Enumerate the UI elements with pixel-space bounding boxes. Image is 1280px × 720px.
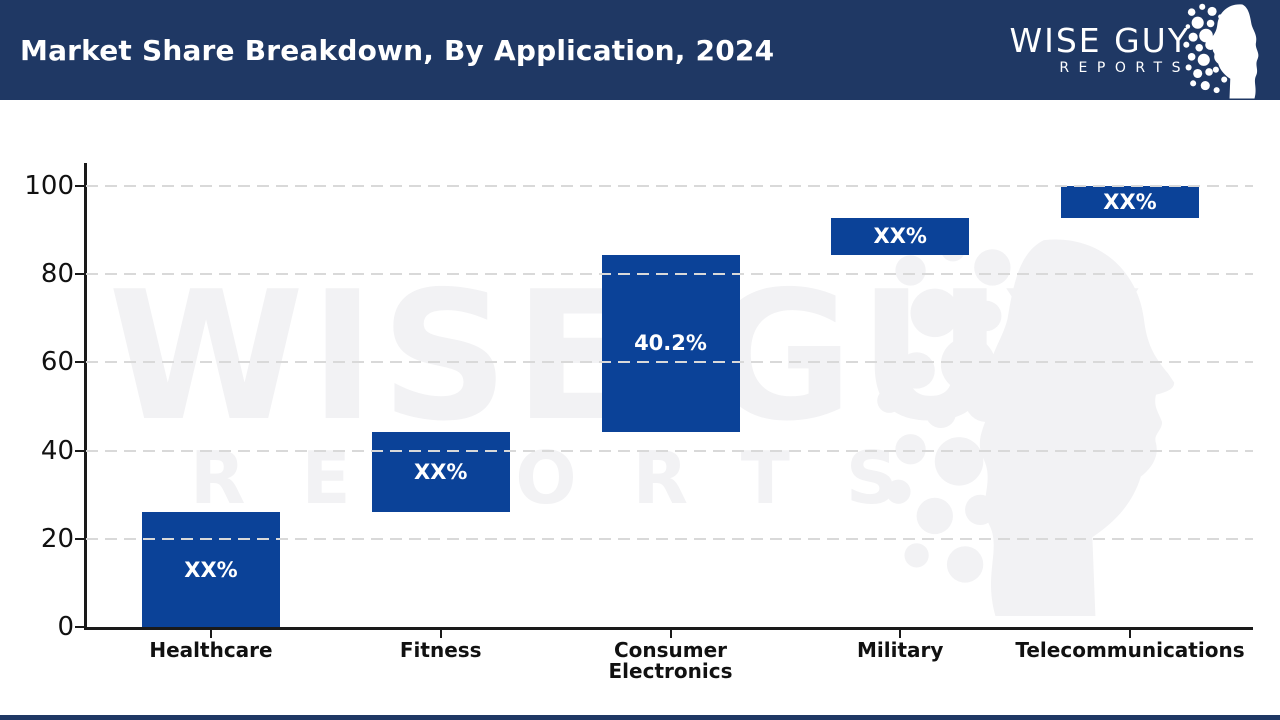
gridline-60 [86, 361, 1253, 364]
bar-value-label-military: XX% [873, 224, 927, 249]
bar-fitness: XX% [371, 432, 510, 513]
category-label-line: Consumer [613, 638, 728, 662]
y-tick-20 [75, 537, 84, 540]
x-axis-line [84, 627, 1253, 630]
y-tick-40 [75, 449, 84, 452]
watermark-reports: REPORTS [190, 436, 954, 520]
bar-telecommunications: XX% [1061, 186, 1199, 219]
category-label-consumer-electronics: Consumer Electronics [551, 640, 791, 682]
gridline-80 [86, 273, 1253, 276]
category-label-telecommunications: Telecommunications [1010, 640, 1250, 661]
bar-value-label-telecommunications: XX% [1103, 190, 1157, 215]
x-tick-military [899, 630, 902, 638]
y-tick-label-60: 60 [40, 347, 74, 378]
category-label-military: Military [780, 640, 1020, 661]
logo-subtitle: REPORTS [1059, 59, 1190, 76]
x-tick-healthcare [210, 630, 212, 638]
wiseguy-logo: WISE GUY REPORTS [1009, 0, 1280, 100]
watermark-face-icon [877, 237, 1175, 616]
header: Market Share Breakdown, By Application, … [0, 0, 1280, 100]
page-title: Market Share Breakdown, By Application, … [20, 33, 775, 67]
category-label-line: Healthcare [149, 638, 273, 662]
bar-consumer-electronics: 40.2% [601, 254, 740, 433]
y-tick-label-80: 80 [40, 259, 74, 290]
gridline-100 [86, 185, 1253, 187]
y-tick-60 [75, 361, 84, 364]
bar-military: XX% [831, 218, 970, 255]
x-tick-fitness [439, 630, 442, 638]
category-label-line: Telecommunications [1015, 638, 1245, 662]
gridline-20 [86, 537, 1253, 540]
y-tick-0 [75, 626, 84, 628]
category-label-healthcare: Healthcare [91, 640, 331, 661]
logo-text: WISE GUY REPORTS [1009, 20, 1190, 77]
y-tick-label-40: 40 [40, 435, 74, 466]
category-label-line: Fitness [399, 638, 482, 662]
category-label-line: Military [857, 638, 944, 662]
gridline-40 [86, 449, 1253, 452]
footer-bar [0, 715, 1280, 720]
y-tick-100 [75, 185, 84, 187]
bar-value-label-healthcare: XX% [184, 557, 238, 582]
x-tick-consumer-electronics [669, 630, 672, 638]
chart-area: WISE GUY REPORTS 020406080100XX%Healthca… [0, 100, 1280, 715]
y-axis-line [84, 163, 87, 629]
bar-healthcare: XX% [142, 512, 280, 627]
y-tick-label-20: 20 [40, 523, 74, 554]
x-tick-telecommunications [1129, 630, 1131, 638]
y-tick-label-0: 0 [57, 612, 74, 642]
category-label-line: Electronics [608, 659, 733, 683]
bar-value-label-consumer-electronics: 40.2% [634, 331, 707, 356]
logo-wordmark: WISE GUY [1009, 20, 1190, 60]
wiseguy-face-icon [1183, 3, 1259, 99]
y-tick-label-100: 100 [24, 171, 74, 201]
y-tick-80 [75, 273, 84, 276]
bar-value-label-fitness: XX% [414, 460, 468, 485]
category-label-fitness: Fitness [321, 640, 561, 661]
